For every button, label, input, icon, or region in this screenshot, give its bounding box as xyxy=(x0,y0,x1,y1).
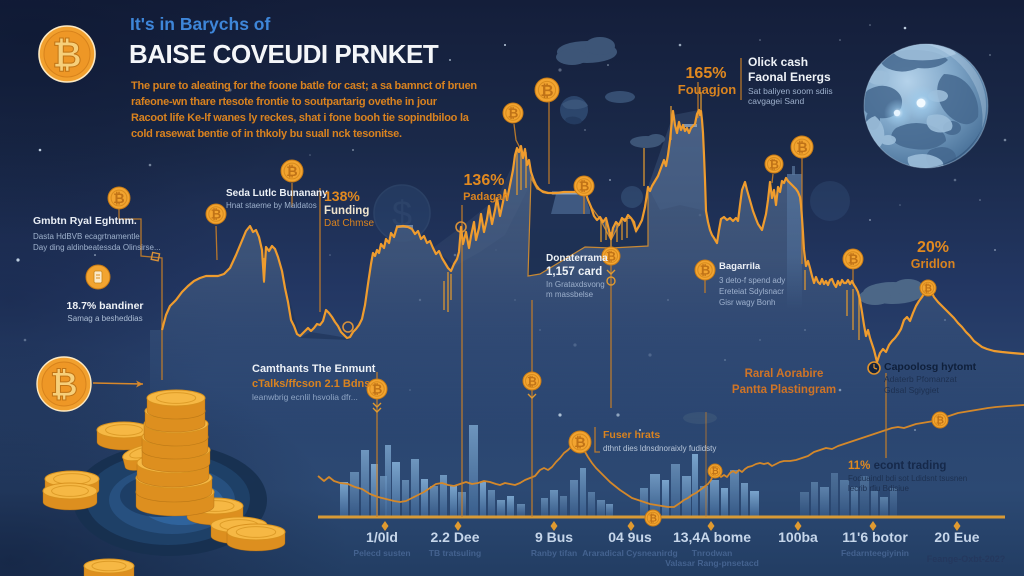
svg-text:20 Eue: 20 Eue xyxy=(934,529,979,545)
svg-text:Gmbtn Ryal Eghtnm.: Gmbtn Ryal Eghtnm. xyxy=(33,215,137,227)
svg-text:Gdsal Sgiygiet: Gdsal Sgiygiet xyxy=(884,385,939,395)
svg-text:Pantta Plastingram: Pantta Plastingram xyxy=(732,384,836,396)
svg-text:Padagan: Padagan xyxy=(463,191,509,203)
svg-text:₿: ₿ xyxy=(936,415,944,427)
svg-text:Feange-Oxbt-202?: Feange-Oxbt-202? xyxy=(927,554,1006,564)
svg-text:₿: ₿ xyxy=(50,366,78,404)
svg-text:2.2 Dee: 2.2 Dee xyxy=(430,529,479,545)
svg-text:It's in Barychs of: It's in Barychs of xyxy=(130,14,270,34)
svg-text:Gisr wagy Bonh: Gisr wagy Bonh xyxy=(719,298,775,307)
svg-text:BAISE COVEUDI PRNKET: BAISE COVEUDI PRNKET xyxy=(129,39,439,69)
svg-text:₿: ₿ xyxy=(527,374,537,388)
svg-text:18.7% bandiner: 18.7% bandiner xyxy=(66,300,143,312)
svg-text:Valasar Rang-pnsetacd: Valasar Rang-pnsetacd xyxy=(665,558,759,568)
svg-text:cTalks/ffcson 2.1 Bdns: cTalks/ffcson 2.1 Bdns xyxy=(252,378,370,390)
svg-text:$: $ xyxy=(392,193,412,234)
svg-text:₿: ₿ xyxy=(649,513,657,525)
svg-text:Faonal Energs: Faonal Energs xyxy=(748,70,831,84)
svg-text:Capoolosg hytomt: Capoolosg hytomt xyxy=(884,361,977,373)
svg-text:The pure to aleating for the f: The pure to aleating for the foone batle… xyxy=(131,80,477,92)
svg-text:₿: ₿ xyxy=(700,263,711,278)
svg-text:₿: ₿ xyxy=(52,34,81,75)
svg-text:₿: ₿ xyxy=(848,252,859,267)
svg-text:138%: 138% xyxy=(324,188,360,204)
svg-text:Hnat staeme by Maldatos: Hnat staeme by Maldatos xyxy=(226,201,317,210)
svg-text:Day ding aldinbeatessda Olinsi: Day ding aldinbeatessda Olinsirse... xyxy=(33,243,161,252)
svg-text:lecrib rfiu Bdisiue: lecrib rfiu Bdisiue xyxy=(848,484,909,493)
svg-text:11'6 botor: 11'6 botor xyxy=(842,529,908,545)
svg-text:₿: ₿ xyxy=(796,139,807,155)
svg-text:1,157 card: 1,157 card xyxy=(546,266,602,278)
svg-text:Raral Aorabire: Raral Aorabire xyxy=(745,368,824,380)
svg-text:₿: ₿ xyxy=(711,466,718,476)
svg-text:Seda Lutlc Bunanany: Seda Lutlc Bunanany xyxy=(226,188,328,199)
svg-text:3 deto-f spend ady: 3 deto-f spend ady xyxy=(719,276,785,285)
svg-text:₿: ₿ xyxy=(113,190,124,206)
svg-text:₿: ₿ xyxy=(606,249,616,263)
svg-text:₿: ₿ xyxy=(769,157,779,171)
svg-text:20%: 20% xyxy=(917,239,949,256)
svg-text:11% econt trading: 11% econt trading xyxy=(848,460,946,472)
svg-text:Fedarnteegiyinin: Fedarnteegiyinin xyxy=(841,548,909,558)
svg-text:TB tratsuling: TB tratsuling xyxy=(429,548,481,558)
svg-text:Fuser hrats: Fuser hrats xyxy=(603,429,660,441)
svg-text:Camthants The Enmunt: Camthants The Enmunt xyxy=(252,363,376,375)
svg-text:Araradical Cysneanirdg: Araradical Cysneanirdg xyxy=(582,548,677,558)
svg-text:cavgagei Sand: cavgagei Sand xyxy=(748,96,805,106)
svg-text:₿: ₿ xyxy=(286,163,297,179)
svg-text:rafeone-wn thare rtesote front: rafeone-wn thare rtesote frontie to sout… xyxy=(131,96,438,108)
svg-text:Ranby tifan: Ranby tifan xyxy=(531,548,577,558)
svg-text:165%: 165% xyxy=(686,65,727,82)
svg-text:cold rasewat bentie of in thko: cold rasewat bentie of in thkoly bu sual… xyxy=(131,128,402,140)
svg-text:Gridlon: Gridlon xyxy=(911,257,955,271)
svg-text:Funding: Funding xyxy=(324,205,369,217)
svg-text:Dasta HdBVB ecagrtnamentle: Dasta HdBVB ecagrtnamentle xyxy=(33,232,140,241)
svg-text:₿: ₿ xyxy=(574,434,585,450)
svg-text:Pelecd susten: Pelecd susten xyxy=(353,548,410,558)
svg-text:dthnt dies ldnsdnoraixly fudid: dthnt dies ldnsdnoraixly fudidsty xyxy=(603,444,716,453)
svg-text:Bagarrila: Bagarrila xyxy=(719,261,761,272)
svg-text:Dat Chmse: Dat Chmse xyxy=(324,218,374,229)
svg-text:136%: 136% xyxy=(464,172,505,189)
svg-text:Foduaindl bdi sot Ldidsnt tsus: Foduaindl bdi sot Ldidsnt tsusnen xyxy=(848,474,967,483)
svg-text:₿: ₿ xyxy=(372,382,383,397)
svg-text:In Grataxdsvong: In Grataxdsvong xyxy=(546,280,605,289)
svg-text:₿: ₿ xyxy=(508,106,519,121)
svg-text:100ba: 100ba xyxy=(778,529,818,545)
svg-text:13,4A bome: 13,4A bome xyxy=(673,529,751,545)
svg-text:Fouagjon: Fouagjon xyxy=(678,82,737,97)
svg-text:₿: ₿ xyxy=(211,207,222,222)
svg-text:Ereteiat Sdylsnacr: Ereteiat Sdylsnacr xyxy=(719,287,784,296)
svg-text:Olick cash: Olick cash xyxy=(748,55,808,69)
svg-text:Racoot life Ke-lf wanes ly rec: Racoot life Ke-lf wanes ly reckes, shat … xyxy=(131,112,470,124)
svg-text:Samag a besheddias: Samag a besheddias xyxy=(67,314,142,323)
svg-text:Donaterrama: Donaterrama xyxy=(546,253,608,264)
svg-text:Tnrodwan: Tnrodwan xyxy=(692,548,733,558)
svg-text:m massbelse: m massbelse xyxy=(546,290,594,299)
svg-text:leanwbrig ecnlil hsvolia dfr..: leanwbrig ecnlil hsvolia dfr... xyxy=(252,392,358,402)
svg-text:1/0ld: 1/0ld xyxy=(366,529,398,545)
svg-text:₿: ₿ xyxy=(924,283,932,295)
svg-text:9 Bus: 9 Bus xyxy=(535,529,573,545)
svg-text:Adaterb Pfomanzat: Adaterb Pfomanzat xyxy=(884,374,957,384)
svg-text:₿: ₿ xyxy=(579,179,590,194)
svg-text:04 9us: 04 9us xyxy=(608,529,652,545)
svg-text:Sat baliyen soom sdiis: Sat baliyen soom sdiis xyxy=(748,86,833,96)
svg-text:₿: ₿ xyxy=(540,82,553,100)
